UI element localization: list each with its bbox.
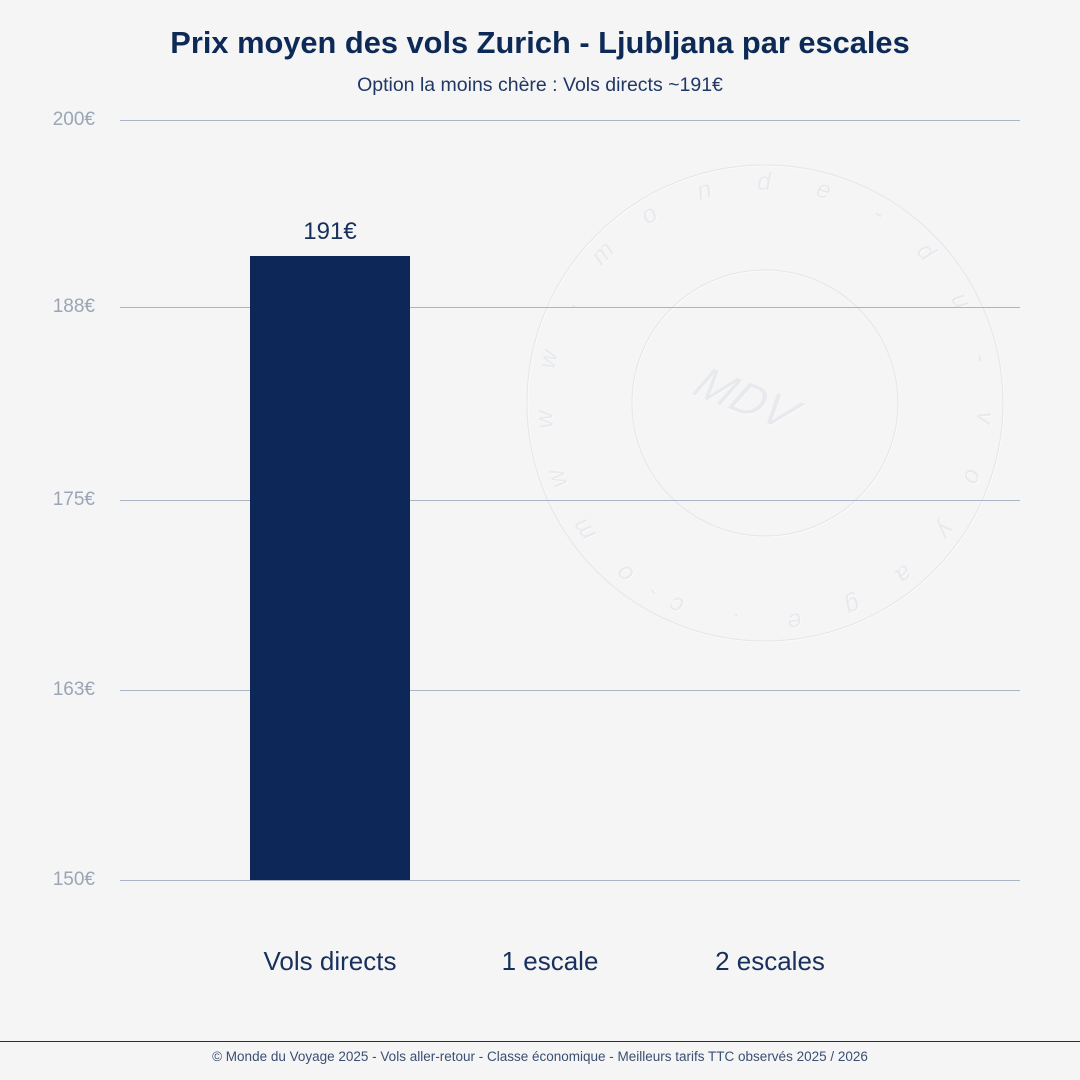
svg-text:c: c	[665, 590, 688, 621]
svg-text:-: -	[967, 351, 996, 365]
svg-text:e: e	[786, 607, 804, 637]
svg-text:-: -	[640, 582, 665, 602]
svg-text:d: d	[757, 168, 772, 196]
svg-text:a: a	[890, 559, 919, 590]
svg-text:w: w	[533, 346, 564, 371]
svg-text:g: g	[841, 590, 865, 621]
svg-text:u: u	[945, 288, 976, 313]
svg-text:w: w	[540, 464, 573, 492]
svg-text:o: o	[636, 199, 663, 230]
svg-text:w: w	[530, 408, 559, 430]
svg-text:.: .	[729, 608, 740, 637]
svg-text:-: -	[868, 200, 890, 228]
svg-text:e: e	[813, 175, 834, 206]
svg-text:y: y	[930, 516, 962, 545]
svg-text:MDV: MDV	[685, 357, 811, 440]
svg-text:.: .	[554, 293, 582, 312]
svg-text:d: d	[911, 237, 942, 267]
svg-text:n: n	[694, 175, 715, 206]
svg-text:o: o	[611, 559, 640, 590]
svg-text:o: o	[958, 466, 989, 489]
svg-text:v: v	[971, 411, 1000, 427]
